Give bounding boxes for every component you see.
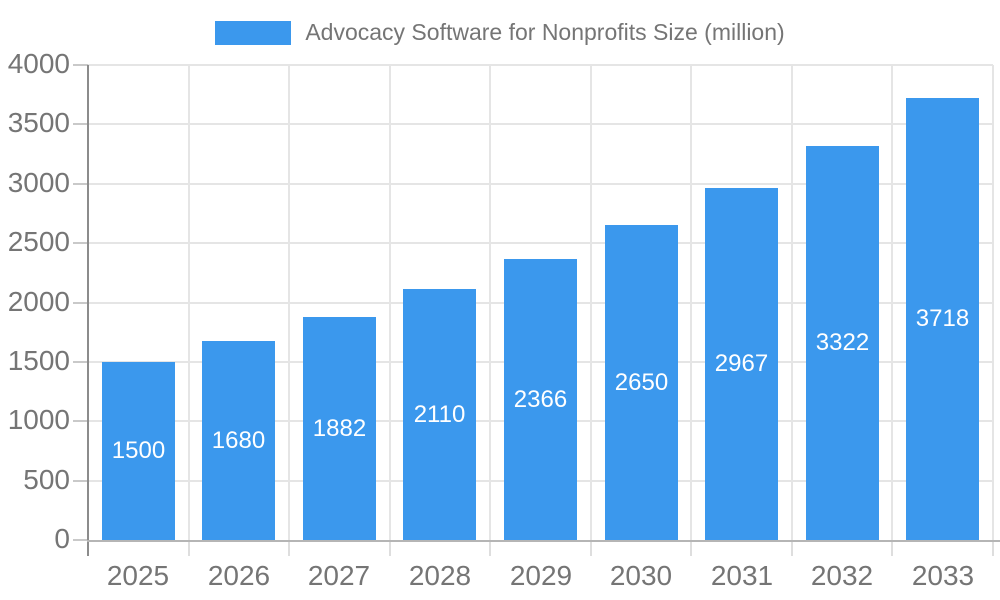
x-axis-tick xyxy=(489,540,491,556)
x-axis-tick xyxy=(992,540,994,556)
bar xyxy=(806,146,879,540)
y-axis-tick xyxy=(73,539,88,541)
x-tick-label: 2025 xyxy=(106,560,170,591)
y-axis-tick xyxy=(73,480,88,482)
x-tick-label: 2033 xyxy=(911,560,975,591)
bar-value-label: 1500 xyxy=(111,436,166,464)
bar xyxy=(403,289,476,540)
h-gridline xyxy=(88,242,993,244)
y-tick-label: 3000 xyxy=(7,166,70,198)
v-gridline xyxy=(590,65,592,540)
legend-label: Advocacy Software for Nonprofits Size (m… xyxy=(305,19,785,45)
y-tick-label: 2000 xyxy=(7,285,70,317)
y-axis-tick xyxy=(73,361,88,363)
bar xyxy=(202,341,275,540)
bar xyxy=(906,98,979,540)
x-tick-label: 2026 xyxy=(207,560,271,591)
x-axis-tick xyxy=(791,540,793,556)
bar xyxy=(504,259,577,540)
v-gridline xyxy=(891,65,893,540)
v-gridline xyxy=(489,65,491,540)
v-gridline xyxy=(992,65,994,540)
v-gridline xyxy=(690,65,692,540)
y-axis-line xyxy=(87,65,89,556)
x-tick-label: 2029 xyxy=(509,560,573,591)
bar-value-label: 2650 xyxy=(614,368,669,396)
h-gridline xyxy=(88,123,993,125)
y-tick-label: 4000 xyxy=(7,47,70,79)
y-tick-label: 3500 xyxy=(7,106,70,138)
x-tick-label: 2031 xyxy=(710,560,774,591)
v-gridline xyxy=(791,65,793,540)
x-axis-tick xyxy=(891,540,893,556)
y-tick-label: 500 xyxy=(23,463,70,495)
x-axis-line xyxy=(87,540,1000,542)
bar-value-label: 1882 xyxy=(312,414,367,442)
bar xyxy=(605,225,678,540)
y-axis-tick xyxy=(73,242,88,244)
y-axis-tick xyxy=(73,302,88,304)
legend: Advocacy Software for Nonprofits Size (m… xyxy=(0,19,1000,46)
x-tick-label: 2027 xyxy=(307,560,371,591)
x-tick-label: 2030 xyxy=(609,560,673,591)
y-axis-tick xyxy=(73,123,88,125)
y-axis-tick xyxy=(73,64,88,66)
bar-value-label: 2110 xyxy=(413,400,466,428)
v-gridline xyxy=(288,65,290,540)
x-axis-tick xyxy=(690,540,692,556)
y-axis-tick xyxy=(73,183,88,185)
y-tick-label: 2500 xyxy=(7,225,70,257)
h-gridline xyxy=(88,183,993,185)
bar xyxy=(102,362,175,540)
bar xyxy=(705,188,778,540)
y-tick-label: 1000 xyxy=(7,403,70,435)
bar-value-label: 1680 xyxy=(211,426,266,454)
y-axis-tick xyxy=(73,420,88,422)
y-tick-label: 0 xyxy=(54,522,70,554)
bar-value-label: 3718 xyxy=(915,304,970,332)
y-tick-label: 1500 xyxy=(7,344,70,376)
x-axis-tick xyxy=(590,540,592,556)
bar-value-label: 2967 xyxy=(714,349,769,377)
x-tick-label: 2028 xyxy=(408,560,472,591)
v-gridline xyxy=(389,65,391,540)
x-axis-tick xyxy=(288,540,290,556)
x-axis-tick xyxy=(188,540,190,556)
bar-value-label: 2366 xyxy=(513,385,568,413)
bar-value-label: 3322 xyxy=(815,328,870,356)
x-axis-tick xyxy=(389,540,391,556)
h-gridline xyxy=(88,64,993,66)
x-tick-label: 2032 xyxy=(810,560,874,591)
legend-swatch xyxy=(215,20,292,45)
v-gridline xyxy=(188,65,190,540)
bar xyxy=(303,317,376,540)
